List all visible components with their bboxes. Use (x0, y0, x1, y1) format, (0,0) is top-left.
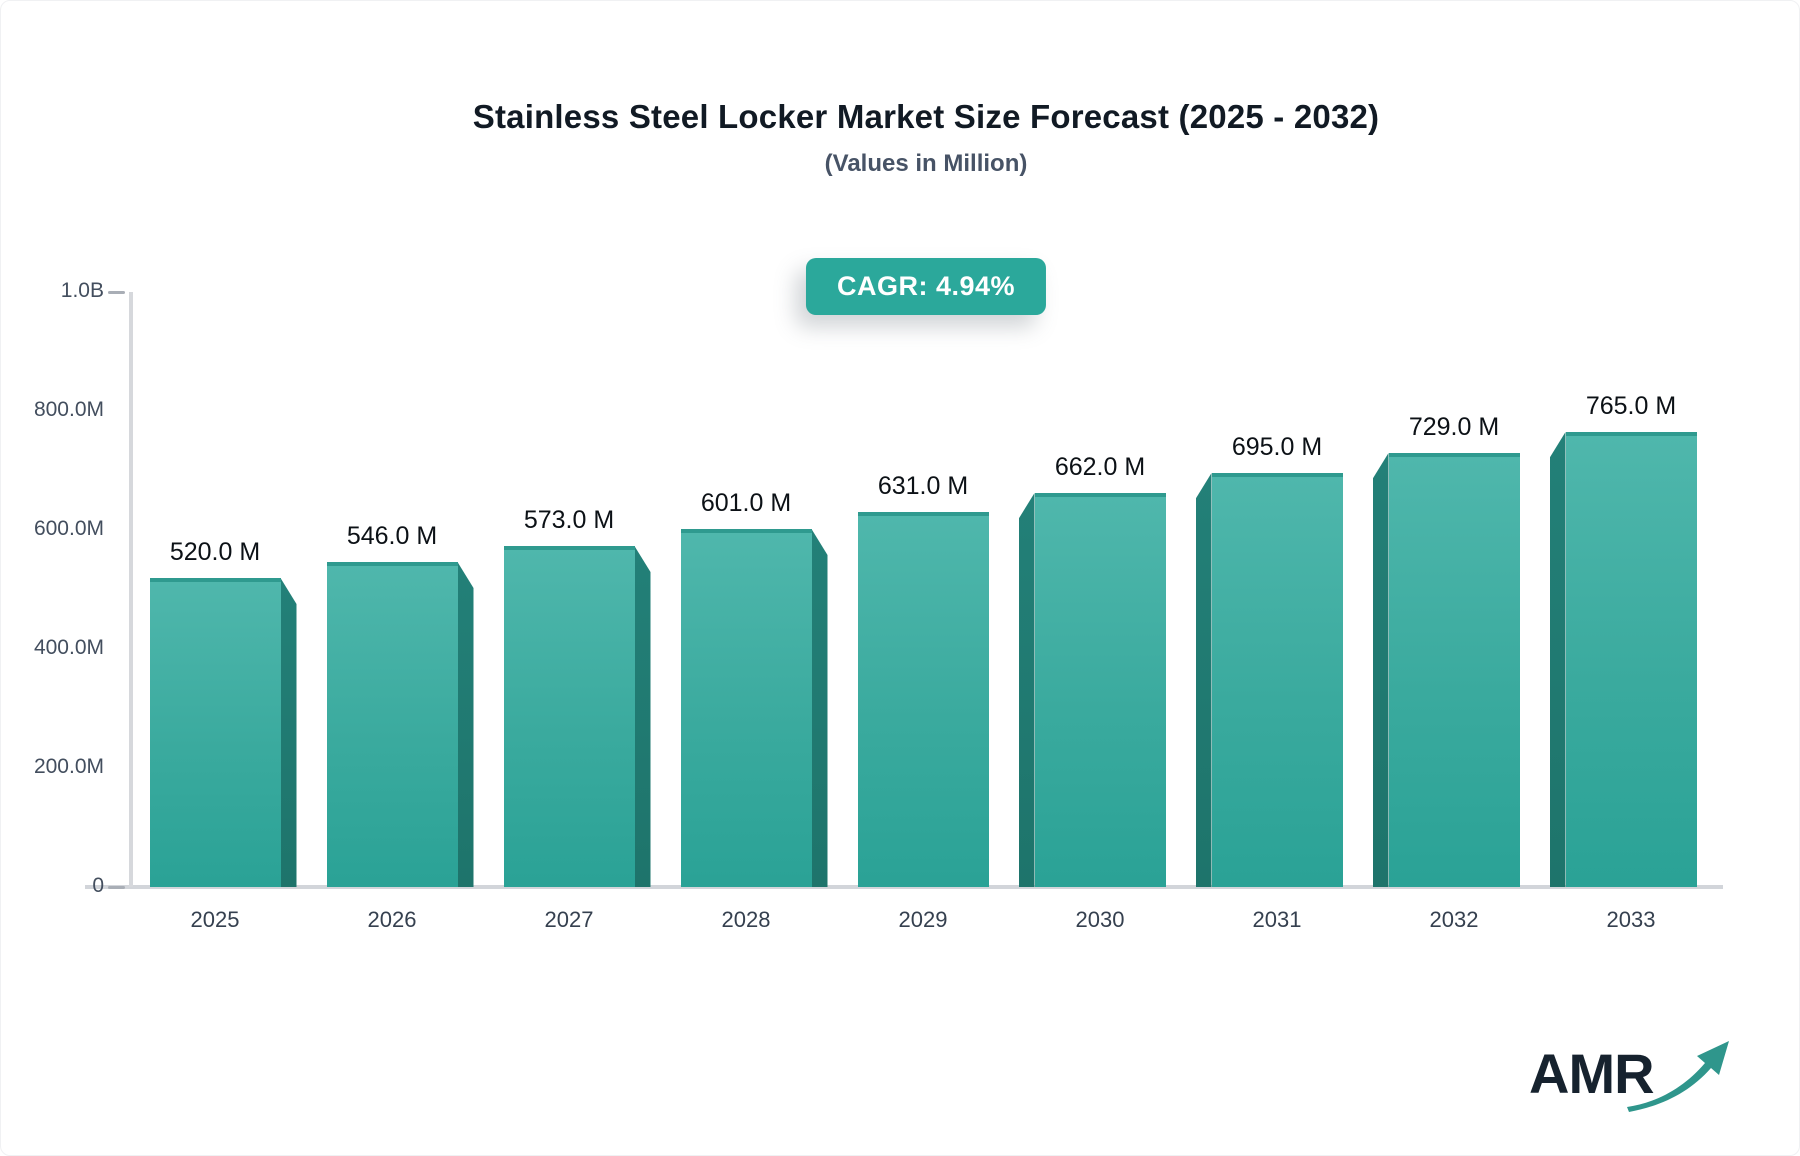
bar-2033[interactable] (1549, 432, 1697, 887)
bar-2030[interactable] (1018, 493, 1166, 887)
bar-side-face (457, 562, 474, 887)
bar-side-face (811, 529, 828, 887)
bar-value-label: 765.0 M (1585, 392, 1677, 420)
growth-arrow-icon (1627, 1041, 1729, 1112)
x-tick-label: 2028 (721, 907, 771, 932)
bar-2032[interactable] (1372, 453, 1520, 887)
y-tick-label: 600.0M (33, 517, 104, 540)
cagr-badge: CAGR: 4.94% (805, 258, 1047, 315)
bar-2028[interactable] (680, 529, 828, 887)
y-tick-dash (108, 291, 125, 294)
x-axis-baseline (85, 885, 1723, 889)
bar-face (1034, 493, 1166, 887)
y-tick-label: 1.0B (60, 279, 104, 302)
bar-side-face (634, 546, 651, 887)
bar-face (149, 578, 281, 887)
x-tick-label: 2031 (1252, 907, 1302, 932)
bar-face (680, 529, 812, 887)
bar-2027[interactable] (503, 546, 651, 887)
bar-2026[interactable] (326, 562, 474, 887)
chart-title: Stainless Steel Locker Market Size Forec… (472, 98, 1380, 135)
bar-side-face (1195, 473, 1212, 887)
x-tick-label: 2033 (1606, 907, 1656, 932)
bar-side-face (1549, 432, 1566, 887)
bar-side-face (1018, 493, 1035, 887)
bar-face (1565, 432, 1697, 887)
bar-value-label: 631.0 M (877, 472, 969, 500)
bar-value-label: 729.0 M (1408, 413, 1500, 441)
bar-value-label: 546.0 M (346, 522, 438, 550)
x-tick-label: 2025 (190, 907, 240, 932)
bar-side-face (1372, 453, 1389, 887)
bar-face (1211, 473, 1343, 887)
x-tick-label: 2032 (1429, 907, 1479, 932)
bar-face (326, 562, 458, 887)
bar-value-label: 695.0 M (1231, 433, 1323, 461)
y-tick-label: 200.0M (33, 755, 104, 778)
x-tick-label: 2029 (898, 907, 948, 932)
amr-logo-text: AMR (1529, 1042, 1655, 1105)
x-tick-label: 2030 (1075, 907, 1125, 932)
bar-face (503, 546, 635, 887)
bar-value-label: 520.0 M (169, 538, 261, 566)
bar-2025[interactable] (149, 578, 297, 887)
x-tick-label: 2026 (367, 907, 417, 932)
y-tick-dash (108, 886, 125, 889)
bar-face (857, 512, 989, 887)
bar-face (1388, 453, 1520, 887)
amr-logo: AMR (1529, 1033, 1729, 1117)
bar-value-label: 601.0 M (700, 489, 792, 517)
y-axis-line (129, 292, 133, 887)
y-tick-label: 400.0M (33, 636, 104, 659)
bar-2031[interactable] (1195, 473, 1343, 887)
bar-2029[interactable] (857, 512, 989, 887)
bar-value-label: 662.0 M (1054, 453, 1146, 481)
chart-subtitle: (Values in Million) (824, 150, 1028, 177)
y-tick-label: 800.0M (33, 398, 104, 421)
x-tick-label: 2027 (544, 907, 594, 932)
y-tick-label: 0 (92, 874, 104, 897)
bar-value-label: 573.0 M (523, 506, 615, 534)
bar-side-face (280, 578, 297, 887)
